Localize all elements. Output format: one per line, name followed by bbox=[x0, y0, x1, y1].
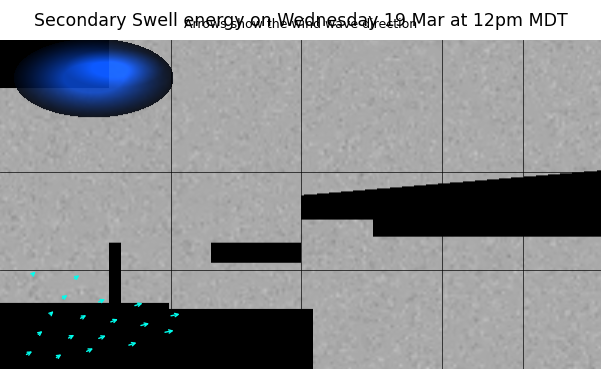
Text: Secondary Swell energy on Wednesday 19 Mar at 12pm MDT: Secondary Swell energy on Wednesday 19 M… bbox=[34, 12, 567, 30]
Text: Arrows show the wind wave direction: Arrows show the wind wave direction bbox=[184, 18, 417, 31]
